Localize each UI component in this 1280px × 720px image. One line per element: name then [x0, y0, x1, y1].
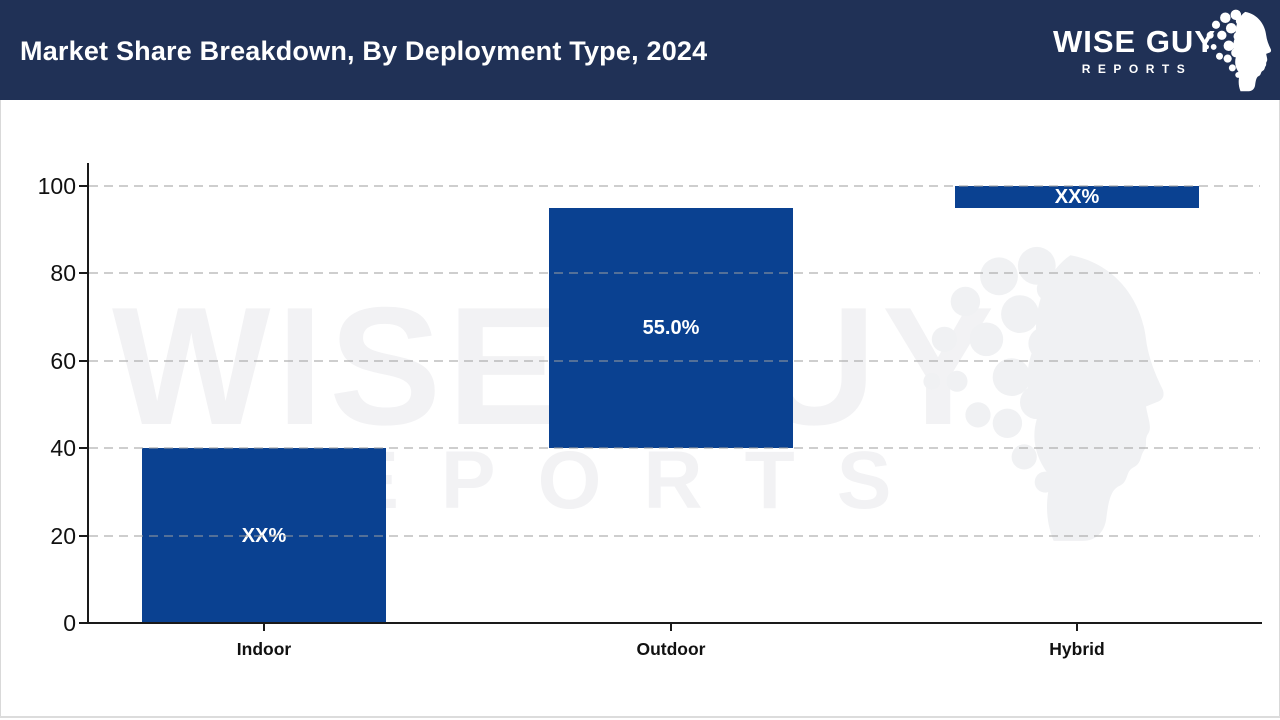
logo-text: WISE GUY REPORTS: [1053, 26, 1216, 76]
gridline-40: [89, 447, 1260, 450]
y-tick-label-40: 40: [50, 435, 76, 462]
gridline-20: [89, 534, 1260, 537]
canvas-border-left: [0, 100, 1, 718]
logo-face-icon: [1204, 9, 1272, 92]
y-tick-mark-20: [79, 534, 87, 537]
logo-wordmark: WISE GUY: [1052, 24, 1216, 60]
bar-outdoor: 55.0%: [549, 207, 793, 449]
y-tick-label-20: 20: [50, 522, 76, 549]
bar-value-label-outdoor: 55.0%: [642, 317, 700, 340]
y-tick-mark-40: [79, 447, 87, 450]
y-tick-mark-80: [79, 272, 87, 275]
x-tick-mark-hybrid: [1076, 623, 1078, 631]
bar-value-label-hybrid: XX%: [1054, 185, 1100, 208]
wise-guy-reports-logo: WISE GUY REPORTS: [1053, 8, 1272, 94]
y-tick-mark-60: [79, 359, 87, 362]
header-bar: Market Share Breakdown, By Deployment Ty…: [0, 0, 1280, 100]
y-tick-label-80: 80: [50, 260, 76, 287]
y-axis-spine: [87, 163, 89, 624]
x-axis-spine: [87, 622, 1262, 624]
logo-reports-text: REPORTS: [1081, 61, 1193, 76]
chart-title: Market Share Breakdown, By Deployment Ty…: [20, 36, 708, 66]
y-tick-mark-0: [79, 622, 87, 624]
y-tick-label-60: 60: [50, 347, 76, 374]
canvas-border-bottom: [0, 716, 1280, 718]
y-tick-label-100: 100: [37, 173, 76, 199]
gridline-80: [89, 272, 1260, 275]
bar-hybrid: XX%: [955, 186, 1199, 208]
x-category-label-outdoor: Outdoor: [636, 639, 706, 659]
watermark-face-icon: [923, 246, 1164, 541]
gridline-60: [89, 359, 1260, 362]
x-tick-mark-outdoor: [670, 623, 672, 631]
y-tick-label-0: 0: [63, 610, 76, 636]
y-tick-mark-100: [79, 185, 87, 187]
x-category-label-indoor: Indoor: [236, 639, 292, 659]
x-category-label-hybrid: Hybrid: [1049, 639, 1105, 659]
gridline-100: [89, 185, 1260, 187]
x-tick-mark-indoor: [263, 623, 265, 631]
